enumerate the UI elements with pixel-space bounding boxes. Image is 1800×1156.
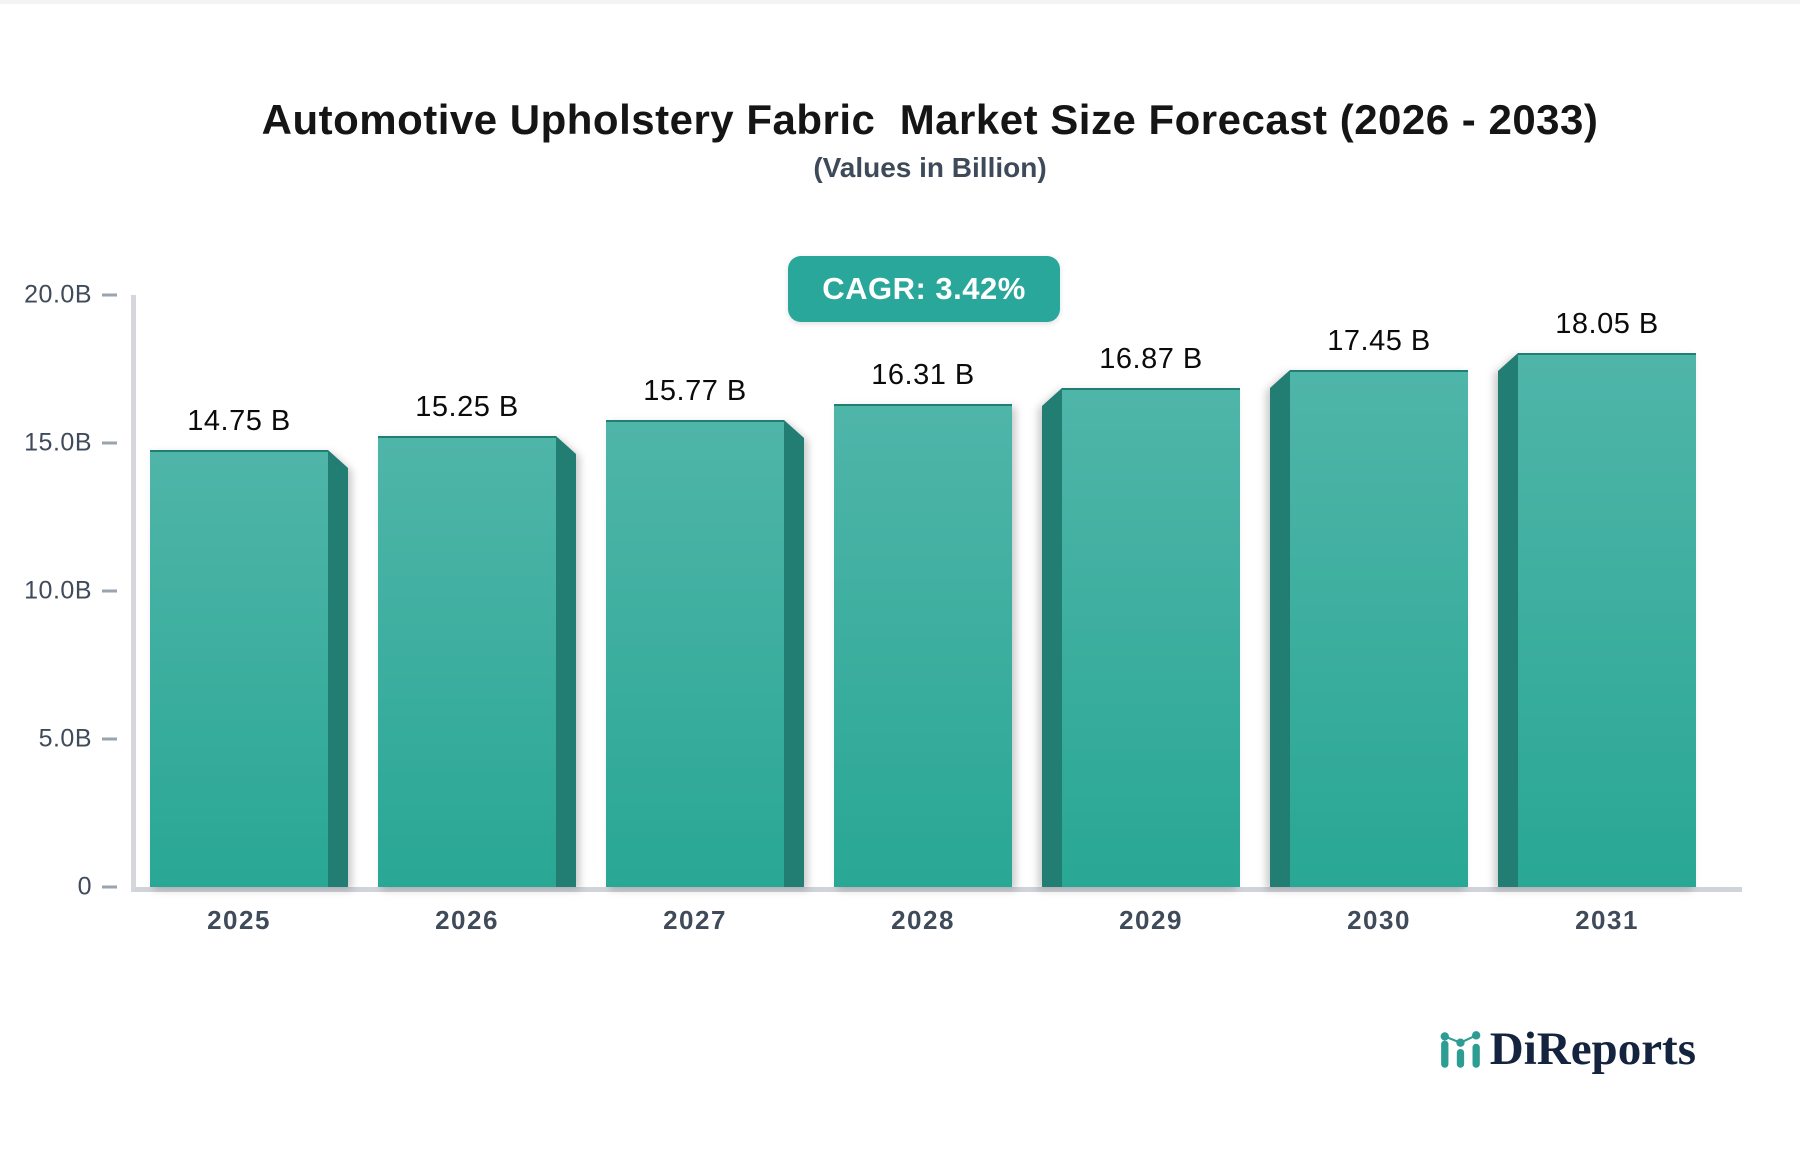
x-label-2029: 2029 [1119,905,1183,935]
cagr-badge: CAGR: 3.42% [788,256,1060,322]
y-tick-label-0: 0 [77,872,92,901]
value-label-2025: 14.75 B [187,405,291,437]
y-tick-0 [102,885,117,889]
bar-face-2031 [1518,353,1696,887]
bar-face-2026 [378,436,556,887]
bar-side-2031 [1498,353,1518,887]
bar-2027[interactable] [606,420,804,887]
y-tick-10.0B [102,589,117,593]
direports-logo-text: DiReports [1489,1023,1696,1075]
value-label-2028: 16.31 B [871,359,975,391]
y-tick-label-10.0B: 10.0B [24,576,92,605]
bar-side-2026 [556,436,576,887]
value-label-2029: 16.87 B [1099,343,1203,375]
x-label-2031: 2031 [1575,905,1639,935]
x-label-2026: 2026 [435,905,499,935]
x-label-2025: 2025 [207,905,271,935]
x-label-2027: 2027 [663,905,727,935]
plot-area: 20.0B 15.0B 10.0B 5.0B 0 14.75 B 2025 15.25 B 20… [24,281,1742,935]
x-label-2028: 2028 [891,905,955,935]
bar-face-2030 [1290,370,1468,887]
bar-face-2029 [1062,388,1240,887]
bar-2025[interactable] [150,450,348,887]
value-label-2030: 17.45 B [1327,325,1431,357]
bar-face-2027 [606,420,784,887]
chart-subtitle: (Values in Billion) [813,152,1047,183]
bar-face-2028 [834,404,1012,887]
y-tick-label-15.0B: 15.0B [24,428,92,457]
value-label-2026: 15.25 B [415,391,519,423]
chart-title: Automotive Upholstery Fabric Market Size… [261,96,1599,143]
bar-2026[interactable] [378,436,576,887]
bar-2031[interactable] [1498,353,1696,887]
bar-side-2025 [328,450,348,887]
value-label-2031: 18.05 B [1555,308,1659,340]
y-tick-label-5.0B: 5.0B [38,724,92,753]
bar-side-2030 [1270,370,1290,887]
y-tick-label-20.0B: 20.0B [24,280,92,309]
y-tick-20.0B [102,293,117,297]
value-label-2027: 15.77 B [643,375,747,407]
bar-face-2025 [150,450,328,887]
bar-side-2029 [1042,388,1062,887]
y-tick-15.0B [102,441,117,445]
x-label-2030: 2030 [1347,905,1411,935]
direports-logo-icon [1440,1030,1481,1068]
bar-2028[interactable] [834,404,1012,887]
bar-2029[interactable] [1042,388,1240,887]
bar-2030[interactable] [1270,370,1468,887]
direports-logo: DiReports [1438,1026,1696,1073]
bar-side-2027 [784,420,804,887]
y-tick-5.0B [102,737,117,741]
